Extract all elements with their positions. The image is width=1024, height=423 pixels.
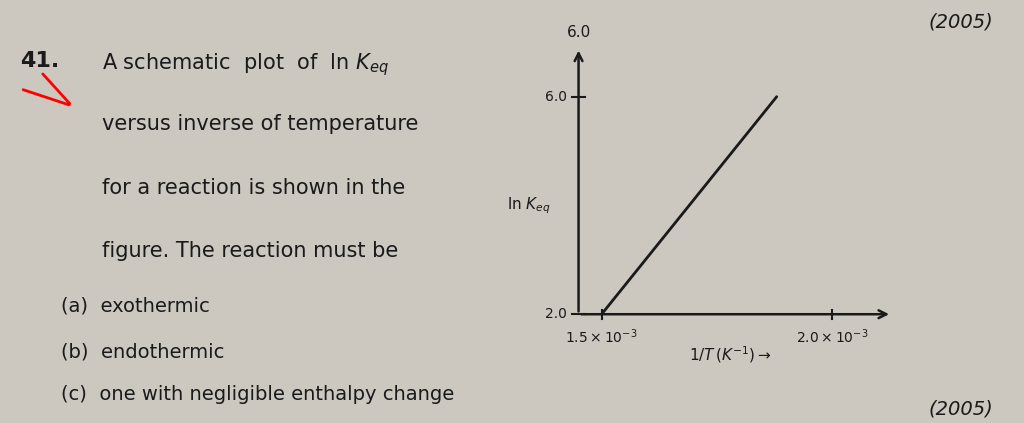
Text: 6.0: 6.0 [566,25,591,40]
Text: 2.0: 2.0 [545,307,567,321]
Text: 41.: 41. [20,51,59,71]
Text: A schematic  plot  of  ln $K_{eq}$: A schematic plot of ln $K_{eq}$ [102,51,389,77]
Text: $2.0\times10^{-3}$: $2.0\times10^{-3}$ [796,328,868,346]
Text: versus inverse of temperature: versus inverse of temperature [102,114,419,134]
Text: (2005): (2005) [929,400,993,419]
Text: 6.0: 6.0 [545,90,567,104]
Text: figure. The reaction must be: figure. The reaction must be [102,241,398,261]
Text: (c)  one with negligible enthalpy change: (c) one with negligible enthalpy change [61,385,455,404]
Text: $1/T\,(K^{-1})\rightarrow$: $1/T\,(K^{-1})\rightarrow$ [689,344,772,365]
Text: (b)  endothermic: (b) endothermic [61,343,225,362]
Text: $1.5\times10^{-3}$: $1.5\times10^{-3}$ [565,328,638,346]
Text: (a)  exothermic: (a) exothermic [61,296,210,315]
Text: for a reaction is shown in the: for a reaction is shown in the [102,178,406,198]
Text: (2005): (2005) [929,13,993,32]
Text: ln $K_{eq}$: ln $K_{eq}$ [507,195,551,216]
